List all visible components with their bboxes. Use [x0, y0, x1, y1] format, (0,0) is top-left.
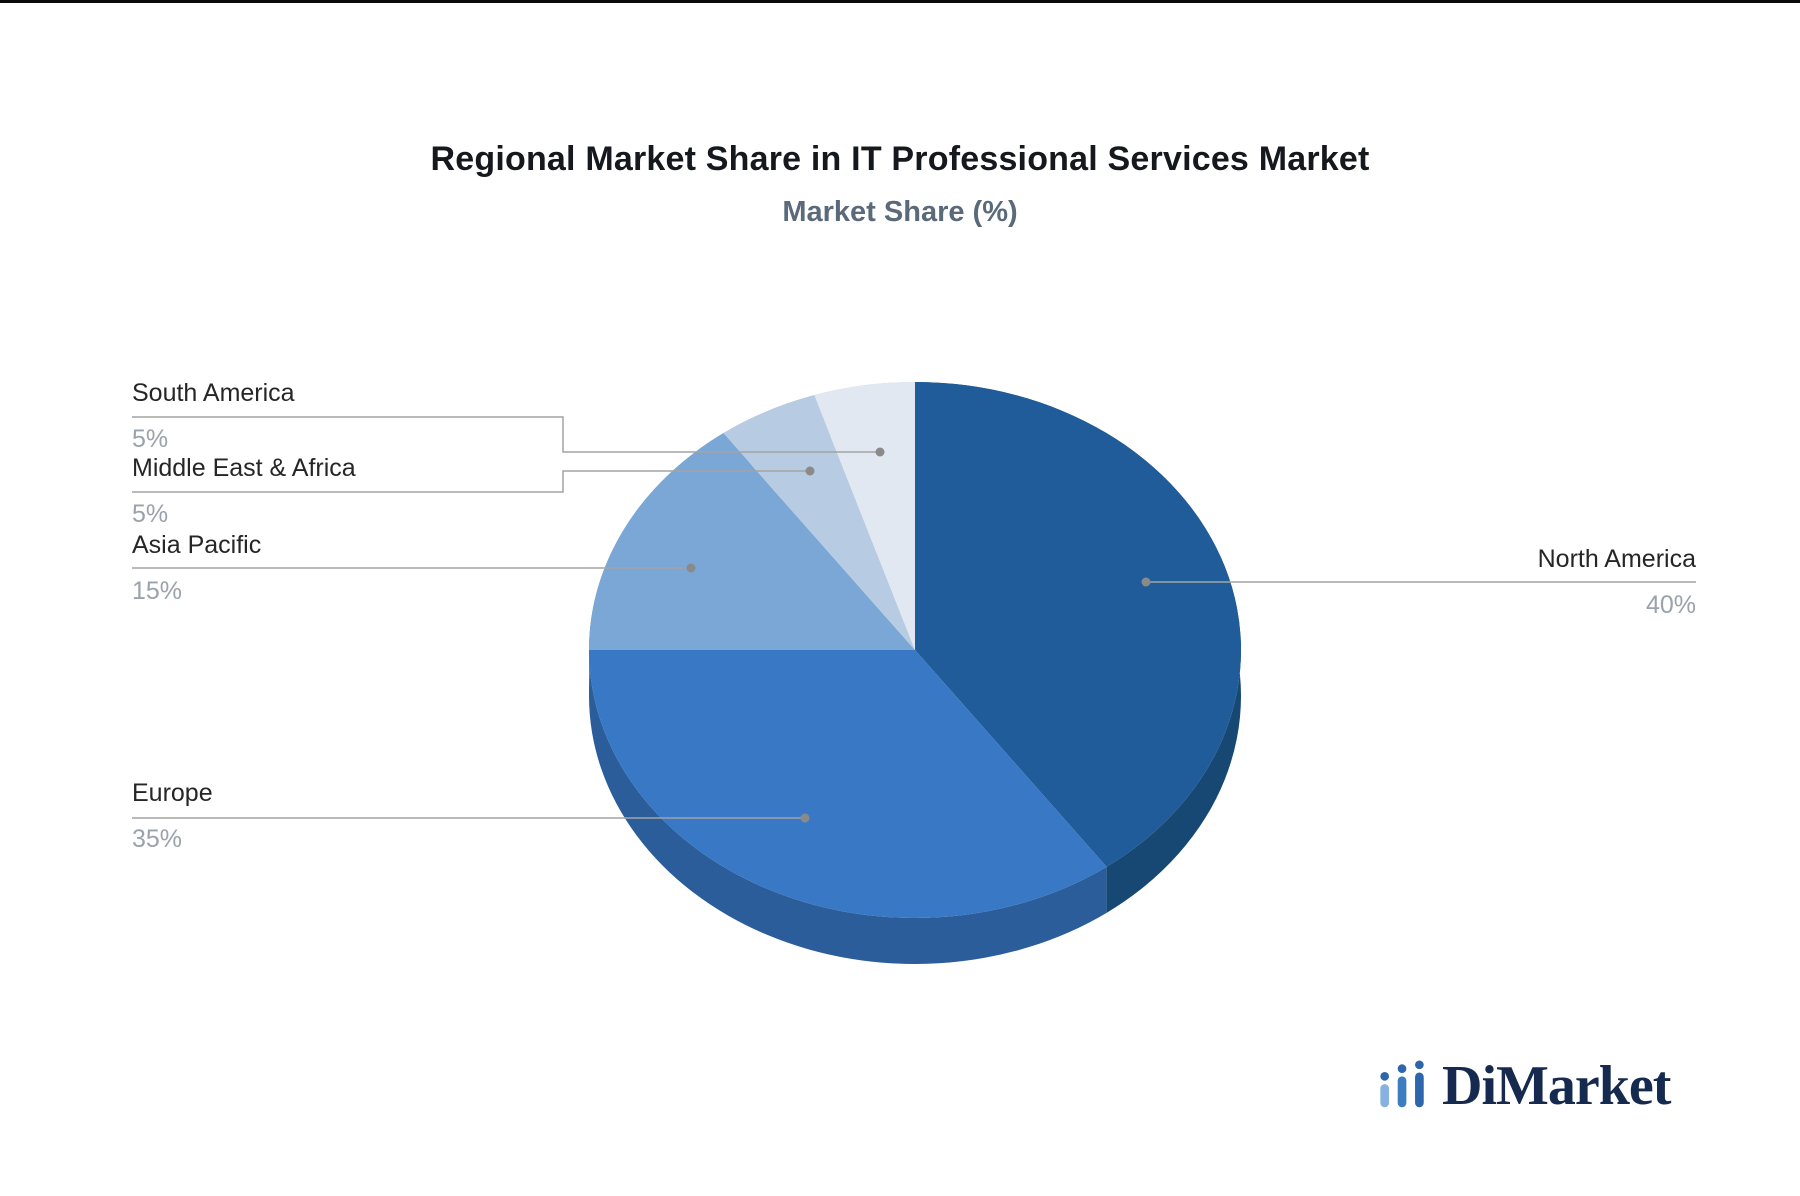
leader-dot-middle-east-africa: [805, 466, 815, 476]
leader-line-middle-east-africa: [132, 470, 810, 493]
pie-slice-south-america: [814, 382, 915, 650]
label-europe: Europe 35%: [132, 778, 213, 854]
pie-slice-europe: [589, 650, 1107, 919]
window-top-edge: [0, 0, 1800, 3]
pie-slice-middle-east-africa: [723, 395, 915, 650]
label-asia-pacific: Asia Pacific 15%: [132, 530, 261, 606]
leader-dot-north-america: [1141, 577, 1151, 587]
slice-value: 5%: [132, 425, 169, 453]
slice-label: Asia Pacific: [132, 531, 262, 559]
slice-value: 15%: [132, 577, 183, 605]
chart-title: Regional Market Share in IT Professional…: [430, 140, 1370, 178]
slice-value: 5%: [132, 500, 169, 528]
leader-line-south-america: [132, 416, 880, 453]
label-middle-east-africa: Middle East & Africa 5%: [132, 453, 356, 529]
leader-dot-asia-pacific: [686, 563, 696, 573]
dimarket-logo: DiMarket: [1376, 1055, 1671, 1117]
slice-label: South America: [132, 379, 295, 407]
bar-chart-icon: [1380, 1060, 1424, 1108]
pie-slice-north-america: [915, 382, 1241, 867]
slice-label: Middle East & Africa: [132, 454, 356, 482]
pie-slice-asia-pacific: [589, 433, 915, 650]
slice-value: 40%: [1645, 591, 1696, 619]
leader-dot-europe: [800, 813, 810, 823]
label-north-america: North America 40%: [1538, 544, 1696, 620]
chart-subtitle: Market Share (%): [782, 196, 1018, 228]
label-south-america: South America 5%: [132, 378, 295, 454]
slice-value: 35%: [132, 825, 183, 853]
slice-label: Europe: [132, 779, 213, 807]
slice-label: North America: [1537, 545, 1696, 573]
leader-dot-south-america: [875, 447, 885, 457]
dimarket-logo-text: DiMarket: [1442, 1055, 1671, 1117]
pie-slice-side-europe: [589, 650, 1107, 964]
